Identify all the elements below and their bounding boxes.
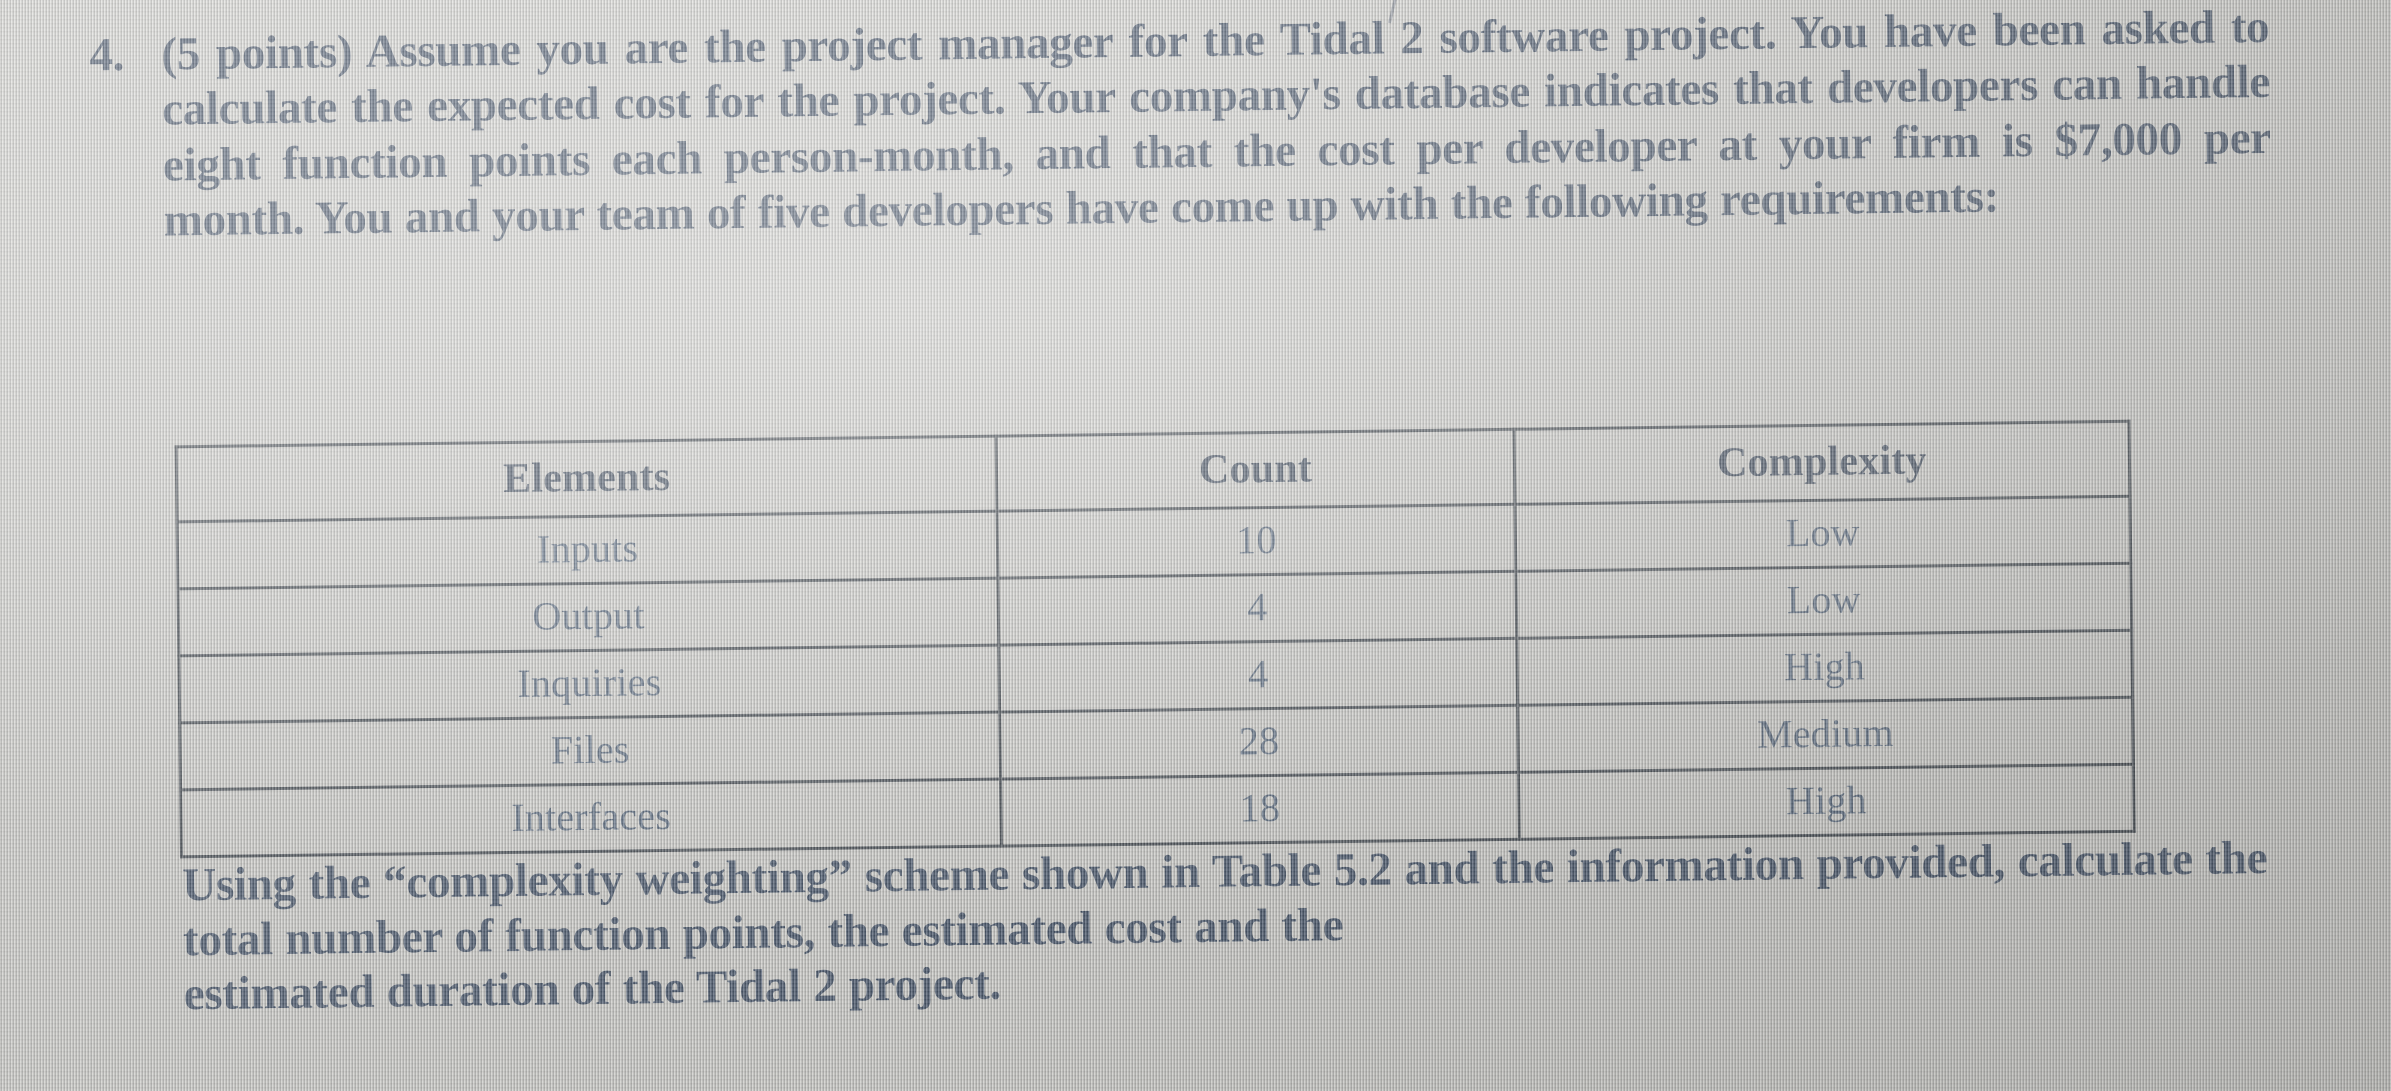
cell-element: Inquiries [178, 645, 1000, 723]
cell-element: Output [177, 578, 1000, 656]
cell-element: Inputs [177, 511, 999, 589]
cell-count: 18 [1000, 772, 1520, 847]
cell-complexity: Low [1514, 496, 2131, 572]
question-closing-paragraph: Using the “complexity weighting” scheme … [182, 831, 2269, 1022]
cell-count: 4 [998, 571, 1517, 646]
cell-complexity: Medium [1517, 697, 2134, 773]
cell-count: 10 [997, 504, 1516, 579]
function-point-table-wrapper: Elements Count Complexity Inputs 10 Low … [175, 420, 2136, 859]
cell-count: 28 [999, 705, 1519, 780]
cell-complexity: High [1518, 764, 2135, 840]
function-point-table: Elements Count Complexity Inputs 10 Low … [175, 420, 2136, 859]
table-body: Inputs 10 Low Output 4 Low Inquiries 4 H… [177, 496, 2135, 857]
question-block: 4. (5 points) Assume you are the project… [89, 0, 2272, 250]
cell-element: Files [179, 712, 1001, 790]
column-header-elements: Elements [176, 436, 998, 522]
column-header-complexity: Complexity [1513, 421, 2130, 505]
question-intro-paragraph: (5 points) Assume you are the project ma… [161, 0, 2272, 247]
column-header-count: Count [996, 429, 1515, 512]
cell-complexity: High [1516, 630, 2133, 706]
cell-element: Interfaces [180, 779, 1002, 857]
question-number: 4. [89, 28, 125, 82]
cell-count: 4 [999, 638, 1518, 713]
cell-complexity: Low [1515, 563, 2132, 639]
